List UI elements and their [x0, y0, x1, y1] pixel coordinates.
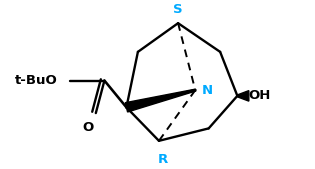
Text: OH: OH — [248, 89, 270, 102]
Text: O: O — [83, 121, 94, 134]
Text: S: S — [173, 4, 183, 17]
Polygon shape — [238, 91, 249, 101]
Text: R: R — [158, 153, 168, 166]
Polygon shape — [125, 89, 196, 112]
Text: N: N — [202, 84, 213, 97]
Text: t-BuO: t-BuO — [15, 74, 58, 87]
